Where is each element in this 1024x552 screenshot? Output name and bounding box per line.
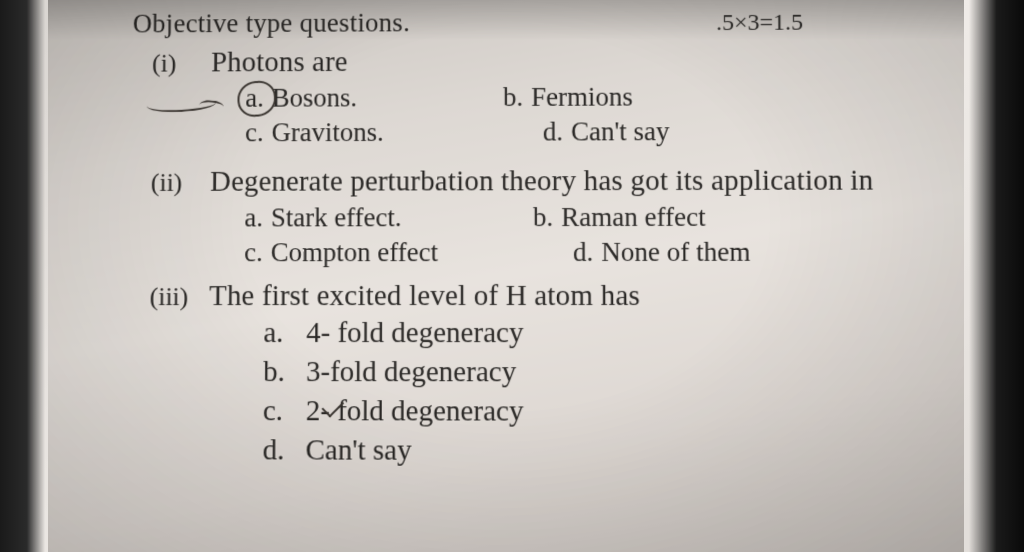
option-text: Bosons. xyxy=(272,83,358,114)
question-row: (iii) The first excited level of H atom … xyxy=(150,280,927,313)
option-label: b. xyxy=(503,82,523,113)
question-text: Degenerate perturbation theory has got i… xyxy=(210,165,874,199)
option-text: Fermions xyxy=(531,82,633,113)
option-text: Raman effect xyxy=(561,202,706,233)
question-number: (i) xyxy=(152,49,211,79)
option-label: b. xyxy=(533,202,553,233)
question-text: Photons are xyxy=(211,46,348,79)
top-shadow xyxy=(48,0,964,40)
question-number: (ii) xyxy=(151,168,211,198)
option-text: Can't say xyxy=(305,434,411,467)
option-d: d. None of them xyxy=(573,237,926,268)
document-screen: Objective type questions. .5×3=1.5 (i) P… xyxy=(48,0,964,552)
option-row: a. Bosons. b. Fermions xyxy=(245,81,924,114)
option-b: b. Raman effect xyxy=(533,202,926,234)
options-grid: a. Bosons. b. Fermions c. Gravitons. d. xyxy=(151,81,925,153)
question-1: (i) Photons are a. Bosons. b. Fermions xyxy=(131,44,925,152)
option-label-circled: a. xyxy=(245,83,264,114)
option-row: c. Compton effect d. None of them xyxy=(244,237,926,269)
option-label: c. xyxy=(245,118,264,149)
option-c: c. 2- fold degeneracy xyxy=(263,395,929,429)
option-label: c. xyxy=(244,237,263,268)
option-b: b. 3-fold degeneracy xyxy=(263,356,928,390)
option-text: 3-fold degeneracy xyxy=(306,356,516,389)
question-row: (ii) Degenerate perturbation theory has … xyxy=(151,164,926,198)
option-label: c. xyxy=(263,395,298,428)
phone-frame-left xyxy=(0,0,45,552)
option-text: Gravitons. xyxy=(271,117,383,148)
exam-paper: Objective type questions. .5×3=1.5 (i) P… xyxy=(48,0,964,552)
option-c: c. Gravitons. xyxy=(245,117,543,148)
question-2: (ii) Degenerate perturbation theory has … xyxy=(130,164,926,272)
option-text: Stark effect. xyxy=(271,202,402,233)
option-label: d. xyxy=(263,434,298,467)
option-label: b. xyxy=(263,356,298,389)
option-row: a. Stark effect. b. Raman effect xyxy=(244,202,926,234)
option-d: d. Can't say xyxy=(543,116,925,148)
option-text: None of them xyxy=(601,237,750,268)
question-3: (iii) The first excited level of H atom … xyxy=(128,280,929,469)
options-grid: a. Stark effect. b. Raman effect c. Comp… xyxy=(150,202,927,273)
option-label: a. xyxy=(263,317,298,350)
option-text: 4- fold degeneracy xyxy=(306,317,523,350)
option-d: d. Can't say xyxy=(263,434,929,469)
pen-squiggle xyxy=(146,95,216,114)
question-row: (i) Photons are xyxy=(152,44,924,79)
question-text: The first excited level of H atom has xyxy=(209,280,640,313)
question-number: (iii) xyxy=(150,282,210,312)
option-b: b. Fermions xyxy=(503,81,924,113)
option-a: a. Stark effect. xyxy=(244,202,533,233)
option-label: d. xyxy=(573,237,593,268)
option-label: d. xyxy=(543,117,563,148)
phone-frame-right xyxy=(969,0,1024,552)
options-vertical: a. 4- fold degeneracy b. 3-fold degenera… xyxy=(148,317,929,469)
option-row: c. Gravitons. d. Can't say xyxy=(245,116,925,149)
option-text: Compton effect xyxy=(271,237,438,268)
option-c: c. Compton effect xyxy=(244,237,573,268)
option-a: a. 4- fold degeneracy xyxy=(263,317,927,350)
option-a: a. Bosons. xyxy=(245,82,503,113)
option-text: Can't say xyxy=(571,116,670,147)
option-label: a. xyxy=(244,203,263,234)
